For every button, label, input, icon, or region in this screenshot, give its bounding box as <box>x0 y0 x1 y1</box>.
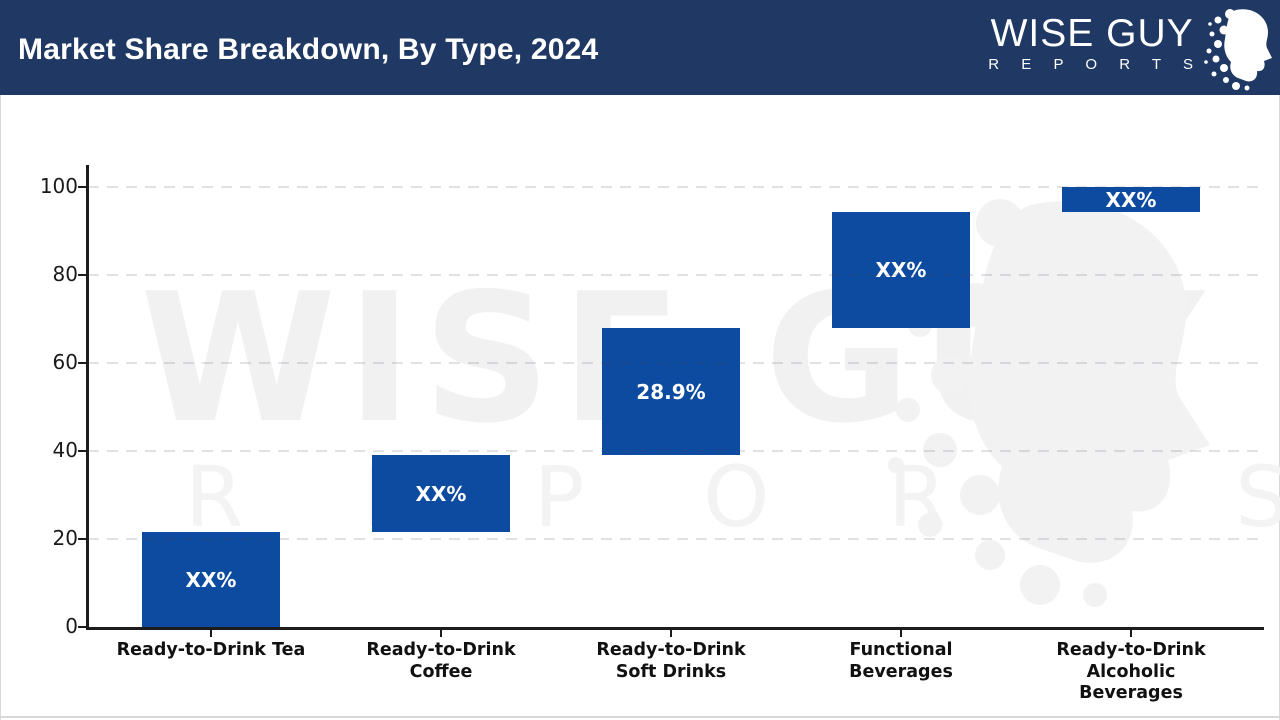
y-tick-label: 40 <box>52 438 78 462</box>
gridline <box>88 274 1264 276</box>
bar-value-label: 28.9% <box>636 379 706 404</box>
y-tick-mark <box>78 274 86 276</box>
bar: XX% <box>832 212 970 329</box>
chart-title: Market Share Breakdown, By Type, 2024 <box>18 33 599 66</box>
frame-bottom-border <box>0 716 1280 718</box>
bar: XX% <box>1062 187 1200 213</box>
y-tick-mark <box>78 450 86 452</box>
y-tick-mark <box>78 626 86 628</box>
gridline <box>88 538 1264 540</box>
y-axis-line <box>86 165 89 627</box>
x-category-label: Functional Beverages <box>849 640 953 682</box>
x-category-label: Ready-to-Drink Alcoholic Beverages <box>1056 640 1206 703</box>
gridline <box>88 362 1264 364</box>
bar: XX% <box>372 455 510 533</box>
y-tick-label: 60 <box>52 350 78 374</box>
x-tick-mark <box>1130 629 1132 637</box>
bar: 28.9% <box>602 328 740 456</box>
y-tick-label: 0 <box>65 614 78 638</box>
x-category-label: Ready-to-Drink Coffee <box>366 640 516 682</box>
y-tick-label: 80 <box>52 262 78 286</box>
header-bar: Market Share Breakdown, By Type, 2024 WI… <box>0 0 1280 95</box>
y-tick-mark <box>78 362 86 364</box>
y-tick-label: 100 <box>39 174 78 198</box>
x-tick-mark <box>670 629 672 637</box>
x-tick-mark <box>210 629 212 637</box>
x-category-label: Ready-to-Drink Soft Drinks <box>596 640 746 682</box>
x-category-label: Ready-to-Drink Tea <box>116 640 306 660</box>
y-tick-mark <box>78 538 86 540</box>
x-tick-mark <box>440 629 442 637</box>
y-tick-mark <box>78 186 86 188</box>
frame-left-border <box>0 95 1 720</box>
bar-value-label: XX% <box>1105 187 1157 212</box>
bar-value-label: XX% <box>875 258 927 283</box>
y-tick-label: 20 <box>52 526 78 550</box>
bar-value-label: XX% <box>415 481 467 506</box>
plot-area: XX% XX% 28.9% XX% XX% <box>88 165 1264 627</box>
gridline <box>88 450 1264 452</box>
gridline <box>88 186 1264 188</box>
bar: XX% <box>142 532 280 627</box>
bar-value-label: XX% <box>185 567 237 592</box>
logo-subtitle: R E P O R T S <box>988 56 1202 73</box>
logo-face-icon <box>1204 9 1272 91</box>
wise-guy-logo: WISE GUY R E P O R T S <box>982 12 1202 73</box>
logo-wordmark: WISE GUY <box>990 12 1194 55</box>
x-tick-mark <box>900 629 902 637</box>
x-axis-line <box>86 627 1264 630</box>
